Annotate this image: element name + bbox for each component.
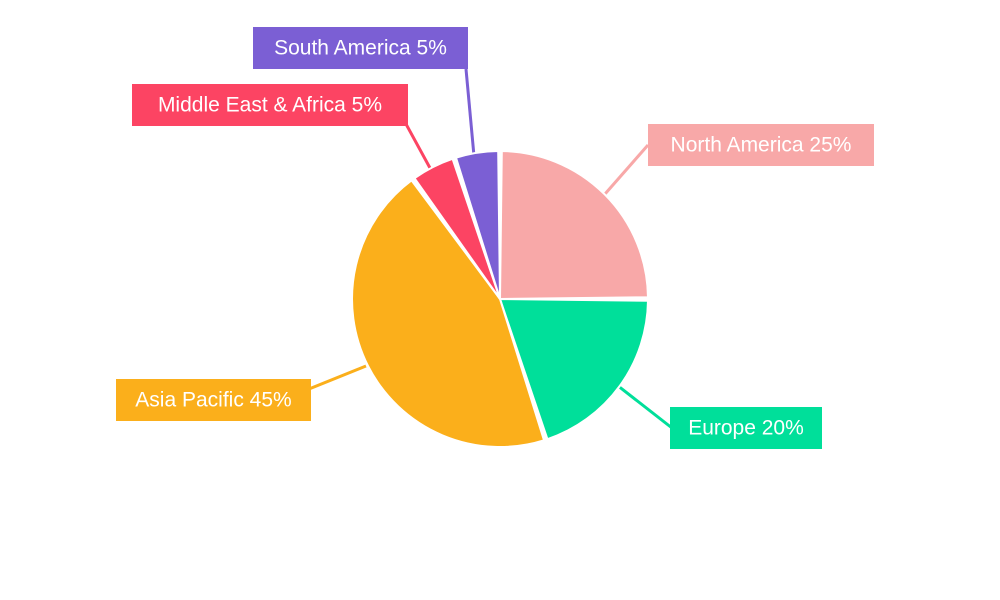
pie-label-south-america[interactable]: South America 5% — [253, 27, 468, 69]
slice-label-group: North America 25% Europe 20% Asia Pacific … — [116, 27, 874, 449]
pie-label-box — [648, 124, 874, 166]
pie-label-europe[interactable]: Europe 20% — [670, 407, 822, 449]
pie-label-north-america[interactable]: North America 25% — [648, 124, 874, 166]
pie-label-asia-pacific[interactable]: Asia Pacific 45% — [116, 379, 311, 421]
pie-label-text: Europe 20% — [688, 417, 804, 440]
leader-line — [603, 144, 650, 195]
pie-label-box — [132, 84, 408, 126]
pie-label-text: South America 5% — [274, 37, 447, 60]
leader-line — [612, 380, 673, 430]
pie-label-box — [670, 407, 822, 449]
pie-slice-asia-pacific[interactable] — [351, 178, 546, 448]
pie-label-middle-east-africa[interactable]: Middle East & Africa 5% — [132, 84, 408, 126]
pie-label-box — [253, 27, 468, 69]
pie-label-text: Middle East & Africa 5% — [158, 94, 382, 117]
pie-label-text: North America 25% — [671, 134, 852, 157]
pie-slice-group — [351, 149, 650, 448]
pie-slice-south-america[interactable] — [454, 149, 501, 300]
leader-line — [464, 68, 476, 157]
pie-slice-europe[interactable] — [498, 297, 650, 441]
pie-label-text: Asia Pacific 45% — [135, 389, 291, 412]
pie-slice-north-america[interactable] — [498, 149, 650, 301]
leader-line — [308, 364, 367, 391]
pie-label-box — [116, 379, 311, 421]
pie-slice-middle-east-africa[interactable] — [413, 157, 501, 300]
